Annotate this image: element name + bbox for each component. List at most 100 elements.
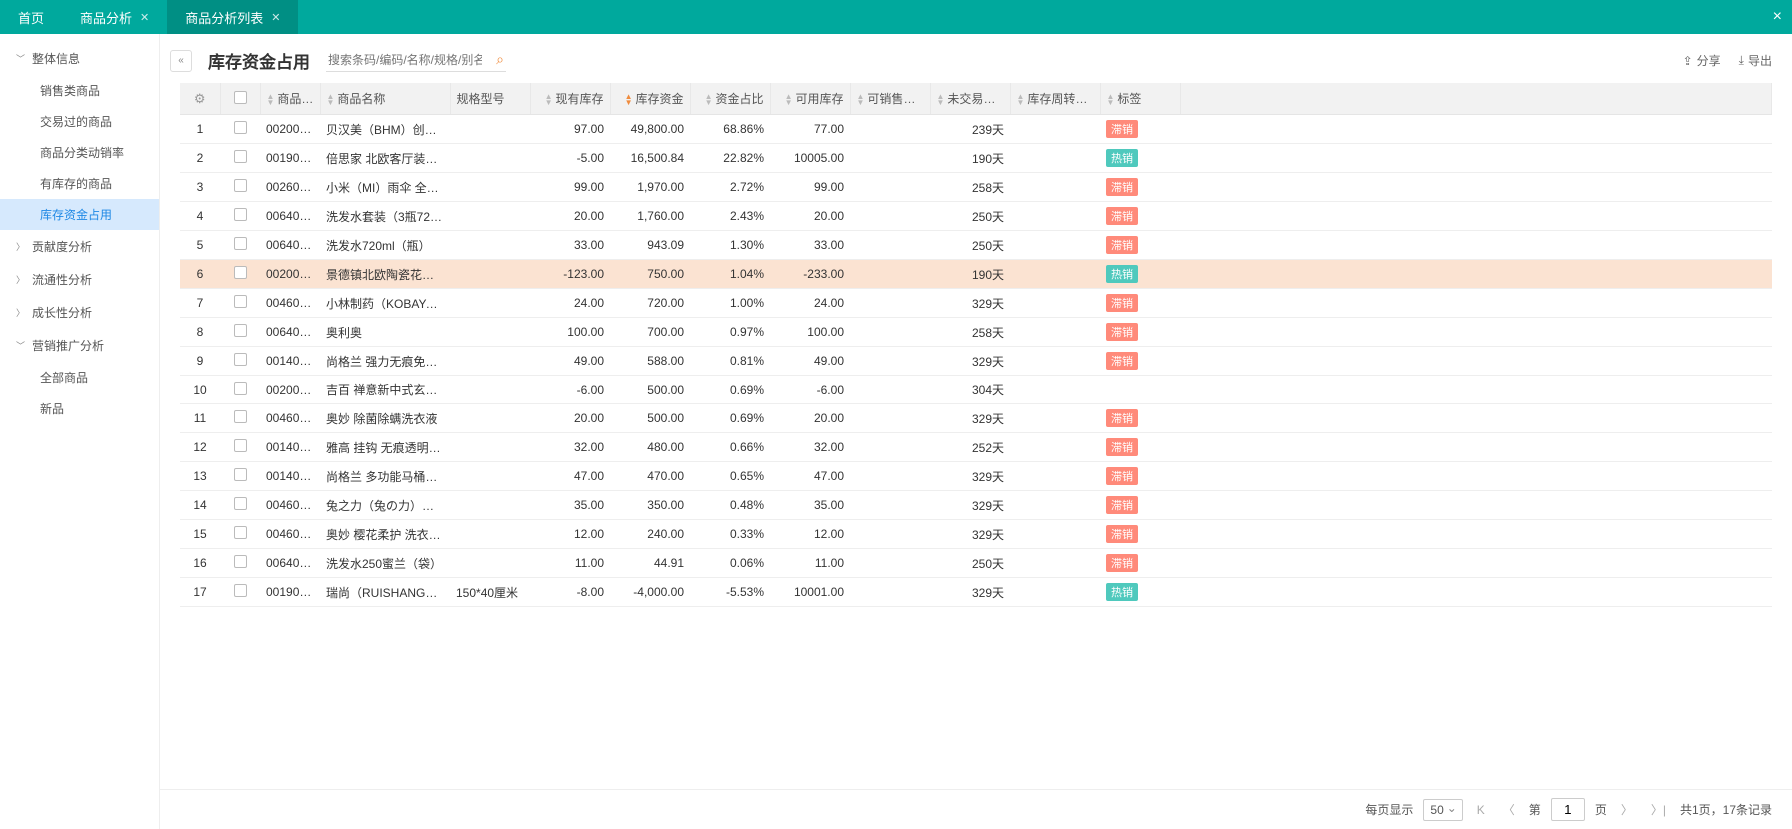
tag-slow: 滞销 bbox=[1106, 438, 1138, 456]
cell: 1.04% bbox=[690, 260, 770, 289]
cell: 滞销 bbox=[1100, 347, 1180, 376]
sidebar-item[interactable]: 新品 bbox=[0, 393, 159, 424]
cell: -123.00 bbox=[530, 260, 610, 289]
pager-first[interactable]: K bbox=[1473, 803, 1489, 817]
cell bbox=[1010, 318, 1100, 347]
cell: 滞销 bbox=[1100, 289, 1180, 318]
cell bbox=[850, 491, 930, 520]
pager-prev[interactable]: 〈 bbox=[1499, 801, 1519, 818]
tab-close-icon[interactable]: ✕ bbox=[140, 11, 149, 24]
column-header bbox=[220, 83, 260, 115]
table-row[interactable]: 6002000…景德镇北欧陶瓷花瓶摆件 仿…-123.00750.001.04%… bbox=[180, 260, 1772, 289]
sidebar-group[interactable]: 〉成长性分析 bbox=[0, 296, 159, 329]
checkbox[interactable] bbox=[234, 179, 247, 192]
column-header[interactable]: ▲▼可用库存 bbox=[770, 83, 850, 115]
sidebar-item[interactable]: 交易过的商品 bbox=[0, 106, 159, 137]
table-row[interactable]: 17001900…瑞尚（RUISHANG）卧室…150*40厘米-8.00-4,… bbox=[180, 578, 1772, 607]
cell: 001900… bbox=[260, 578, 320, 607]
cell: 11.00 bbox=[530, 549, 610, 578]
checkbox[interactable] bbox=[234, 295, 247, 308]
cell bbox=[1010, 289, 1100, 318]
table-row[interactable]: 1002000…贝汉美（BHM）创意北欧…97.0049,800.0068.86… bbox=[180, 115, 1772, 144]
checkbox[interactable] bbox=[234, 439, 247, 452]
tab[interactable]: 商品分析✕ bbox=[62, 0, 167, 34]
table-row[interactable]: 7004600…小林制药（KOBAYASHI）日…24.00720.001.00… bbox=[180, 289, 1772, 318]
checkbox[interactable] bbox=[234, 324, 247, 337]
table-row[interactable]: 3002600…小米（MI）雨伞 全自动折叠…99.001,970.002.72… bbox=[180, 173, 1772, 202]
pager-last[interactable]: 〉| bbox=[1647, 801, 1670, 818]
table-row[interactable]: 15004600…奥妙 樱花柔护 洗衣凝珠 10…12.00240.000.33… bbox=[180, 520, 1772, 549]
column-header[interactable]: ▲▼库存资金 bbox=[610, 83, 690, 115]
collapse-sidebar-button[interactable]: « bbox=[170, 50, 192, 72]
checkbox[interactable] bbox=[234, 382, 247, 395]
per-page-label: 每页显示 bbox=[1365, 801, 1413, 818]
checkbox[interactable] bbox=[234, 266, 247, 279]
table-row[interactable]: 8006400…奥利奥100.00700.000.97%100.00258天滞销 bbox=[180, 318, 1772, 347]
cell: 49.00 bbox=[770, 347, 850, 376]
sidebar-group[interactable]: 〉流通性分析 bbox=[0, 263, 159, 296]
cell: 小林制药（KOBAYASHI）日… bbox=[320, 289, 450, 318]
checkbox[interactable] bbox=[234, 410, 247, 423]
checkbox[interactable] bbox=[234, 555, 247, 568]
table-row[interactable]: 12001400…雅高 挂钩 无痕透明粘钩 强…32.00480.000.66%… bbox=[180, 433, 1772, 462]
sidebar-group[interactable]: 〉贡献度分析 bbox=[0, 230, 159, 263]
table-row[interactable]: 9001400…尚格兰 强力无痕免打孔浴室…49.00588.000.81%49… bbox=[180, 347, 1772, 376]
checkbox[interactable] bbox=[234, 121, 247, 134]
column-header[interactable]: ▲▼现有库存 bbox=[530, 83, 610, 115]
column-header[interactable]: ▲▼库存周转天数 bbox=[1010, 83, 1100, 115]
topbar-close-icon[interactable]: × bbox=[1773, 0, 1782, 34]
cell bbox=[1010, 404, 1100, 433]
tag-slow: 滞销 bbox=[1106, 352, 1138, 370]
tag-slow: 滞销 bbox=[1106, 467, 1138, 485]
table-row[interactable]: 14004600…兔之力（兔の力）粘毛器粘…35.00350.000.48%35… bbox=[180, 491, 1772, 520]
column-header[interactable]: ▲▼资金占比 bbox=[690, 83, 770, 115]
cell: 8 bbox=[180, 318, 220, 347]
gear-icon[interactable]: ⚙ bbox=[194, 91, 206, 106]
column-header[interactable]: ▲▼未交易天数 bbox=[930, 83, 1010, 115]
checkbox[interactable] bbox=[234, 353, 247, 366]
checkbox[interactable] bbox=[234, 237, 247, 250]
column-header[interactable]: ▲▼商品名称 bbox=[320, 83, 450, 115]
table-row[interactable]: 16006400…洗发水250蜜兰（袋）11.0044.910.06%11.00… bbox=[180, 549, 1772, 578]
sidebar-item[interactable]: 销售类商品 bbox=[0, 75, 159, 106]
checkbox[interactable] bbox=[234, 150, 247, 163]
cell: 329天 bbox=[930, 491, 1010, 520]
checkbox[interactable] bbox=[234, 497, 247, 510]
sidebar-item[interactable]: 库存资金占用 bbox=[0, 199, 159, 230]
sidebar-item[interactable]: 商品分类动销率 bbox=[0, 137, 159, 168]
search-input[interactable] bbox=[326, 49, 506, 72]
sidebar-item[interactable]: 有库存的商品 bbox=[0, 168, 159, 199]
table-row[interactable]: 4006400…洗发水套装（3瓶720ml+1…20.001,760.002.4… bbox=[180, 202, 1772, 231]
table-row[interactable]: 13001400…尚格兰 多功能马桶刷套装 半…47.00470.000.65%… bbox=[180, 462, 1772, 491]
checkbox[interactable] bbox=[234, 91, 247, 104]
cell bbox=[850, 115, 930, 144]
column-header[interactable]: ▲▼商品… bbox=[260, 83, 320, 115]
tab-close-icon[interactable]: ✕ bbox=[271, 11, 280, 24]
tag-hot: 热销 bbox=[1106, 149, 1138, 167]
table-row[interactable]: 2001900…倍思家 北欧客厅装饰画卧室…-5.0016,500.8422.8… bbox=[180, 144, 1772, 173]
sidebar-group[interactable]: ﹀营销推广分析 bbox=[0, 329, 159, 362]
checkbox[interactable] bbox=[234, 208, 247, 221]
table-row[interactable]: 11004600…奥妙 除菌除螨洗衣液20.00500.000.69%20.00… bbox=[180, 404, 1772, 433]
sidebar-group[interactable]: ﹀整体信息 bbox=[0, 42, 159, 75]
share-button[interactable]: ⇪分享 bbox=[1683, 52, 1721, 69]
table-row[interactable]: 10002000…吉百 禅意新中式玄关摆件客…-6.00500.000.69%-… bbox=[180, 376, 1772, 404]
cell: 250天 bbox=[930, 549, 1010, 578]
per-page-select[interactable]: 50 bbox=[1423, 799, 1462, 821]
checkbox[interactable] bbox=[234, 526, 247, 539]
tab[interactable]: 商品分析列表✕ bbox=[167, 0, 298, 34]
table-row[interactable]: 5006400…洗发水720ml（瓶）33.00943.091.30%33.00… bbox=[180, 231, 1772, 260]
checkbox[interactable] bbox=[234, 584, 247, 597]
column-header[interactable]: ▲▼标签 bbox=[1100, 83, 1180, 115]
page-input[interactable] bbox=[1551, 798, 1585, 821]
export-button[interactable]: ⤓导出 bbox=[1739, 52, 1772, 69]
cell bbox=[1010, 433, 1100, 462]
cell bbox=[1010, 578, 1100, 607]
tab[interactable]: 首页 bbox=[0, 0, 62, 34]
export-icon: ⤓ bbox=[1739, 53, 1744, 68]
sidebar-item[interactable]: 全部商品 bbox=[0, 362, 159, 393]
column-header[interactable]: ▲▼可销售天数 bbox=[850, 83, 930, 115]
pager-next[interactable]: 〉 bbox=[1617, 801, 1637, 818]
checkbox[interactable] bbox=[234, 468, 247, 481]
search-icon[interactable]: ⌕ bbox=[496, 51, 504, 68]
